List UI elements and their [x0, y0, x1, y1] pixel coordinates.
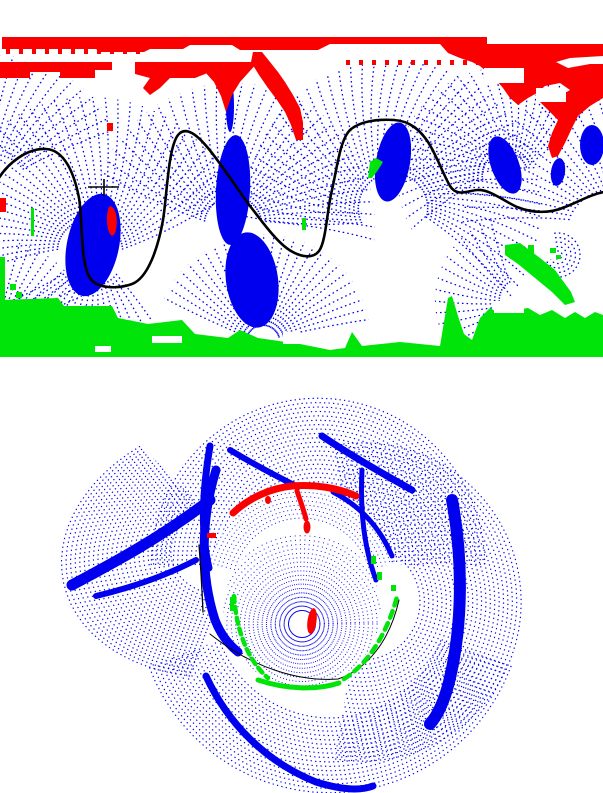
green-hole-3: [95, 346, 111, 352]
red-arc-inner-top: [229, 482, 360, 517]
dense-blob-d: [488, 136, 522, 194]
green-arc-inner-bottom-right: [341, 594, 400, 682]
green-bit-2: [377, 572, 382, 580]
green-arc-inner-bottom-left: [231, 593, 271, 681]
dense-blob-u: [225, 232, 279, 328]
green-band-bottom: [0, 296, 603, 357]
green-sliver: [528, 245, 534, 255]
green-hole-4: [152, 336, 182, 343]
dense-blob-b: [215, 135, 251, 245]
top-panel-2d-streamline-map: [0, 37, 603, 357]
red-hole-1: [484, 68, 524, 83]
red-band-second-mid: [135, 62, 210, 95]
green-patch-mid: [368, 158, 383, 178]
thin-black-inner-rim: [209, 599, 400, 680]
thin-black-line-left: [198, 544, 204, 613]
red-drip: [303, 520, 311, 534]
red-edge-left: [0, 198, 6, 212]
inner-sphere-mask: [207, 486, 393, 692]
red-drip-2: [265, 496, 271, 504]
red-band-second-left: [0, 62, 112, 78]
red-mass-right: [440, 44, 603, 158]
green-square-1: [10, 284, 16, 290]
dense-band-top-left-diag: [227, 447, 301, 490]
red-speck-rim: [207, 533, 216, 538]
red-hole-2: [536, 88, 566, 102]
dense-band-right-vertical: [424, 494, 466, 730]
green-bit-1: [371, 556, 376, 564]
dense-band-mid-vertical: [359, 467, 379, 583]
red-arc-spur: [294, 488, 309, 522]
red-center-blob: [307, 608, 317, 634]
green-diagonal-ridge: [505, 243, 575, 305]
dense-band-petal: [66, 494, 216, 591]
green-edge-left: [0, 257, 5, 300]
green-hole-2: [283, 332, 299, 344]
dense-band-petal-2: [93, 557, 199, 599]
shell-left-petal: [60, 445, 221, 677]
dense-band-inner-left-rim: [199, 465, 243, 657]
red-teeth-right: [346, 60, 480, 65]
green-bit-3: [391, 585, 396, 591]
red-triangle: [196, 62, 258, 112]
dense-blob-c: [374, 122, 412, 202]
red-speck-1: [107, 123, 113, 131]
saddle-plus-marker: [88, 179, 119, 196]
dense-band-bottom-rim: [202, 672, 377, 793]
green-strip-left: [31, 208, 34, 236]
dense-streak-right: [550, 158, 566, 186]
inner-sphere-radial-lines: [223, 531, 381, 687]
red-teeth-left: [6, 49, 140, 54]
green-bit-4: [230, 597, 234, 611]
dense-blob-right-edge: [580, 125, 603, 165]
green-square-2: [16, 292, 22, 298]
green-speck-spiral-2: [556, 255, 561, 259]
dense-band-inner-right: [330, 489, 395, 559]
green-speck-mid: [302, 218, 306, 230]
red-band-top: [2, 37, 487, 52]
dense-blob-a: [65, 193, 121, 297]
green-hole-1: [494, 301, 524, 313]
black-separatrix-curve: [0, 118, 603, 289]
red-blob-core: [106, 206, 117, 236]
green-arc-inner-bottom: [255, 677, 342, 691]
green-speck-spiral-1: [550, 248, 556, 253]
red-tongue: [251, 52, 303, 140]
bottom-panel-3d-sphere-field-lines: [60, 397, 522, 793]
dense-band-top-right-diag: [318, 432, 416, 494]
